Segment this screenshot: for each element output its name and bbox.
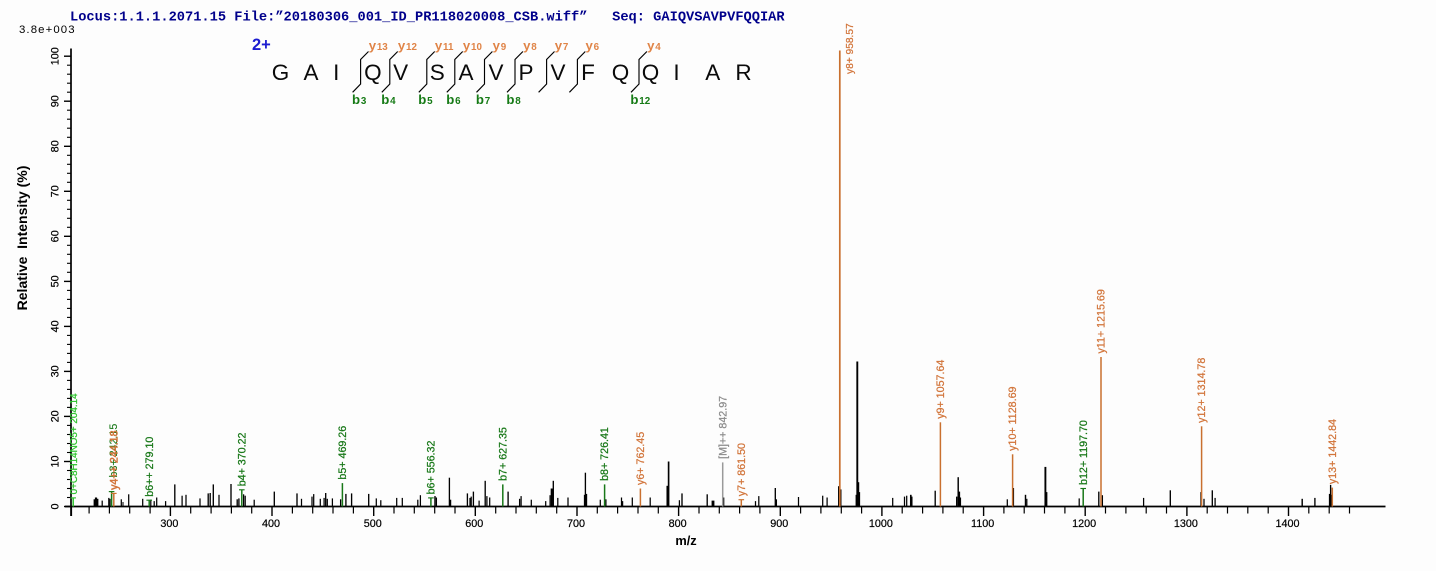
svg-text:y 13: y 13	[369, 38, 389, 53]
svg-text:Q: Q	[612, 60, 630, 85]
svg-text:y 6: y 6	[586, 38, 600, 53]
svg-text:y 7: y 7	[555, 38, 569, 53]
svg-text:y4++ 244.18: y4++ 244.18	[108, 430, 120, 489]
svg-text:P: P	[518, 60, 533, 85]
svg-text:20: 20	[50, 410, 62, 422]
svg-text:b12+ 1197.70: b12+ 1197.70	[1078, 420, 1090, 485]
svg-text:V: V	[550, 60, 565, 85]
svg-text:b3+ 242.15: b3+ 242.15	[108, 424, 120, 478]
svg-text:40: 40	[50, 320, 62, 332]
svg-text:b8+ 726.41: b8+ 726.41	[599, 427, 611, 481]
svg-text:Q: Q	[364, 60, 382, 85]
svg-text:y 4: y 4	[647, 38, 661, 53]
svg-text:I: I	[333, 60, 339, 85]
svg-text:F: F	[581, 60, 595, 85]
svg-text:b 6: b 6	[446, 92, 461, 107]
svg-text:Relative Intensity (%): Relative Intensity (%)	[14, 166, 30, 311]
svg-text:50: 50	[50, 275, 62, 287]
svg-text:1400: 1400	[1275, 518, 1299, 530]
svg-text:b 5: b 5	[418, 92, 433, 107]
svg-text:y 12: y 12	[398, 38, 418, 53]
svg-text:G: G	[272, 60, 290, 85]
svg-text:b 3: b 3	[352, 92, 367, 107]
svg-text:500: 500	[364, 518, 382, 530]
svg-text:y11+ 1215.69: y11+ 1215.69	[1096, 289, 1108, 353]
svg-text:1000: 1000	[869, 518, 893, 530]
svg-text:100: 100	[50, 47, 62, 65]
svg-text:2+: 2+	[252, 36, 271, 54]
svg-text:b 12: b 12	[630, 92, 650, 107]
svg-text:10: 10	[50, 455, 62, 467]
svg-text:y9+ 1057.64: y9+ 1057.64	[935, 360, 947, 419]
svg-text:m/z: m/z	[675, 533, 696, 548]
svg-text:V: V	[393, 60, 408, 85]
svg-text:Q: Q	[642, 60, 660, 85]
svg-text:I: I	[673, 60, 679, 85]
svg-text:b7+ 627.35: b7+ 627.35	[497, 427, 509, 481]
svg-text:70: 70	[50, 185, 62, 197]
svg-text:y 10: y 10	[463, 38, 483, 53]
svg-text:80: 80	[50, 140, 62, 152]
svg-text:y7+ 861.50: y7+ 861.50	[736, 443, 748, 496]
svg-text:700: 700	[567, 518, 585, 530]
svg-text:y6+ 762.45: y6+ 762.45	[635, 432, 647, 485]
svg-text:0: 0	[50, 503, 62, 509]
svg-text:300: 300	[160, 518, 178, 530]
svg-text:30: 30	[50, 365, 62, 377]
svg-text:y 9: y 9	[493, 38, 507, 53]
svg-text:1100: 1100	[971, 518, 994, 530]
svg-text:900: 900	[770, 518, 788, 530]
svg-text:400: 400	[262, 518, 280, 530]
svg-text:b5+ 469.26: b5+ 469.26	[337, 426, 349, 480]
svg-text:b6+ 556.32: b6+ 556.32	[426, 441, 438, 495]
svg-text:b 8: b 8	[506, 92, 521, 107]
svg-text:y12+ 1314.78: y12+ 1314.78	[1196, 358, 1208, 423]
svg-text:y13+ 1442.84: y13+ 1442.84	[1327, 419, 1339, 484]
svg-text:y8+ 958.57: y8+ 958.57	[845, 23, 856, 74]
svg-text:800: 800	[669, 518, 687, 530]
svg-text:A: A	[458, 60, 473, 85]
svg-text:0+C8H14NO5+ 204.14: 0+C8H14NO5+ 204.14	[69, 393, 80, 495]
svg-text:A: A	[303, 60, 318, 85]
svg-text:Locus:1.1.1.2071.15 File:”2018: Locus:1.1.1.2071.15 File:”20180306_001_I…	[70, 11, 785, 26]
svg-text:V: V	[488, 60, 503, 85]
svg-text:y 11: y 11	[435, 38, 454, 53]
svg-text:90: 90	[50, 95, 62, 107]
svg-text:b4+ 370.22: b4+ 370.22	[236, 432, 248, 486]
svg-text:S: S	[430, 60, 445, 85]
svg-text:b 7: b 7	[476, 92, 491, 107]
svg-text:y 8: y 8	[523, 38, 537, 53]
svg-text:60: 60	[50, 230, 62, 242]
svg-text:A: A	[705, 60, 720, 85]
svg-text:R: R	[735, 60, 751, 85]
svg-text:1200: 1200	[1072, 518, 1096, 530]
svg-text:1300: 1300	[1174, 518, 1198, 530]
svg-text:b 4: b 4	[381, 92, 396, 107]
svg-text:b6++ 279.10: b6++ 279.10	[144, 437, 156, 497]
svg-text:3.8e+003: 3.8e+003	[19, 24, 76, 36]
svg-text:600: 600	[465, 518, 483, 530]
svg-text:[M]++ 842.97: [M]++ 842.97	[717, 396, 729, 459]
svg-text:y10+ 1128.69: y10+ 1128.69	[1007, 386, 1019, 450]
